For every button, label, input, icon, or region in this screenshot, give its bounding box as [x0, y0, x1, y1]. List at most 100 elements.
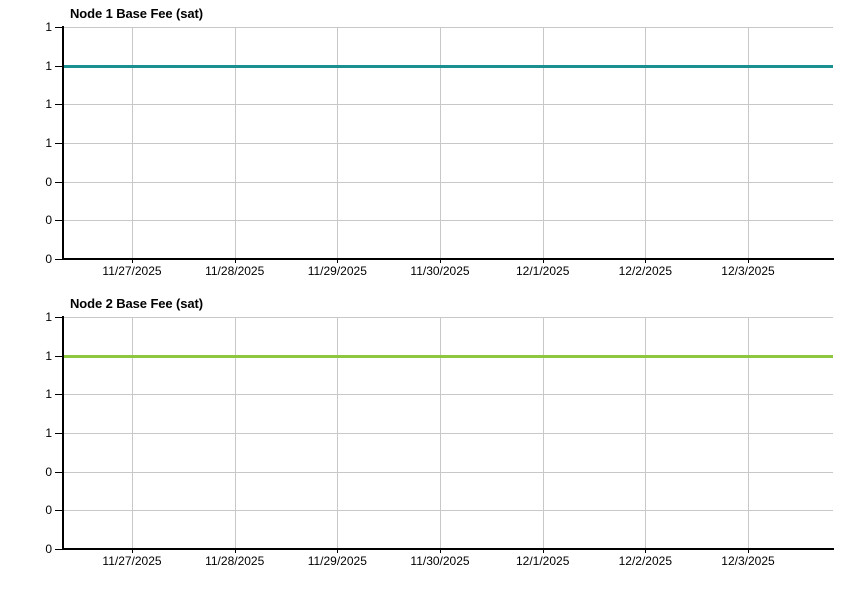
x-axis-tick: [132, 548, 133, 553]
series-marker: [656, 354, 659, 357]
gridline-vertical: [234, 317, 236, 549]
x-axis-tick-label: 12/3/2025: [721, 554, 775, 568]
series-marker: [431, 354, 434, 357]
y-axis-tick-label: 1: [45, 58, 52, 73]
x-axis-tick: [542, 258, 544, 263]
y-axis-tick: [55, 27, 62, 28]
y-axis-tick: [55, 65, 62, 67]
x-axis-tick: [337, 258, 339, 263]
series-marker: [270, 64, 273, 67]
series-marker: [592, 354, 595, 357]
y-axis-tick: [55, 510, 62, 512]
x-axis-tick-label: 12/2/2025: [618, 554, 672, 568]
y-axis-tick-label: 1: [45, 20, 52, 34]
y-axis-tick-label-wrap: 0: [0, 504, 52, 516]
x-axis-tick: [440, 258, 441, 263]
series-marker: [174, 354, 177, 357]
x-axis-tick: [748, 548, 749, 553]
x-axis-tick: [132, 258, 133, 263]
y-axis-tick-label-wrap: 1: [0, 60, 52, 72]
x-axis-line: [62, 258, 834, 260]
series-marker: [592, 64, 595, 67]
series-marker: [335, 64, 338, 67]
plot-area: [62, 317, 833, 549]
gridline-vertical: [337, 27, 339, 259]
y-axis-tick-label-wrap: 1: [0, 427, 52, 439]
gridline-vertical: [234, 27, 236, 259]
series-marker: [752, 354, 755, 357]
y-axis-line: [62, 316, 64, 550]
y-axis-tick-label: 0: [45, 213, 52, 228]
y-axis-tick: [55, 143, 62, 144]
series-marker: [142, 64, 145, 67]
series-marker: [495, 354, 498, 357]
series-marker: [656, 64, 659, 67]
x-axis-line: [62, 548, 834, 550]
series-marker: [78, 354, 81, 357]
gridline-vertical: [645, 317, 647, 549]
y-axis-tick-label-wrap: 1: [0, 350, 52, 362]
x-axis-tick-label: 11/30/2025: [410, 264, 470, 278]
x-axis-tick: [234, 548, 236, 553]
series-marker: [206, 64, 209, 67]
plot-area: [62, 27, 833, 259]
y-axis-tick-label-wrap: 0: [0, 466, 52, 478]
y-axis-tick-label-wrap: 1: [0, 21, 52, 33]
series-marker: [206, 354, 209, 357]
chart-panel-2: Node 2 Base Fee (sat) 1 1 1 1 0 0 0 11/27/2025 11…: [0, 290, 860, 580]
series-marker: [527, 64, 530, 67]
y-axis-tick: [55, 433, 62, 434]
series-marker: [720, 354, 723, 357]
x-axis-tick-label: 11/28/2025: [205, 264, 265, 278]
y-axis-tick-label-wrap: 1: [0, 98, 52, 110]
x-axis-tick-label: 11/29/2025: [307, 264, 367, 278]
x-axis-tick-label: 11/27/2025: [102, 554, 162, 568]
x-axis-tick-label: 12/1/2025: [515, 554, 570, 568]
y-axis-tick-label: 1: [45, 310, 52, 324]
series-marker: [78, 64, 81, 67]
series-line: [62, 64, 833, 68]
y-axis-tick-label: 0: [45, 252, 52, 266]
series-marker: [110, 354, 113, 357]
y-axis-line: [62, 26, 64, 260]
y-axis-tick-label-wrap: 1: [0, 311, 52, 323]
series-marker: [559, 64, 562, 67]
y-axis-tick: [55, 355, 62, 357]
y-axis-tick: [55, 394, 62, 396]
x-axis-tick-label: 11/27/2025: [102, 264, 162, 278]
series-marker: [495, 64, 498, 67]
y-axis-tick: [55, 549, 62, 550]
series-marker: [784, 64, 787, 67]
gridline-horizontal: [62, 104, 833, 106]
series-marker: [688, 64, 691, 67]
y-axis-tick-label: 0: [45, 542, 52, 556]
x-axis-tick: [645, 258, 647, 263]
series-marker: [110, 64, 113, 67]
y-axis-tick-label: 1: [45, 348, 52, 363]
series-line: [62, 354, 833, 358]
gridline-horizontal: [62, 510, 833, 512]
gridline-horizontal: [62, 317, 833, 318]
gridline-vertical: [542, 27, 544, 259]
gridline-vertical: [748, 27, 749, 259]
gridline-horizontal: [62, 220, 833, 222]
gridline-horizontal: [62, 471, 833, 473]
x-axis-tick: [234, 258, 236, 263]
series-marker: [238, 64, 241, 67]
gridline-vertical: [132, 27, 133, 259]
gridline-vertical: [440, 27, 441, 259]
series-marker: [624, 354, 627, 357]
y-axis-tick: [55, 104, 62, 106]
gridline-vertical: [440, 317, 441, 549]
chart-panel-1: Node 1 Base Fee (sat) 1 1 1 1 0 0 0 11/27/2025 11…: [0, 0, 860, 290]
x-axis-tick-label: 12/1/2025: [515, 264, 570, 278]
series-marker: [816, 354, 819, 357]
y-axis-tick-label-wrap: 0: [0, 214, 52, 226]
series-marker: [367, 64, 370, 67]
y-axis-tick-label: 0: [45, 174, 52, 189]
gridline-vertical: [748, 317, 749, 549]
y-axis-tick-label: 0: [45, 503, 52, 518]
y-axis-tick: [55, 220, 62, 222]
series-marker: [527, 354, 530, 357]
x-axis-tick: [748, 258, 749, 263]
